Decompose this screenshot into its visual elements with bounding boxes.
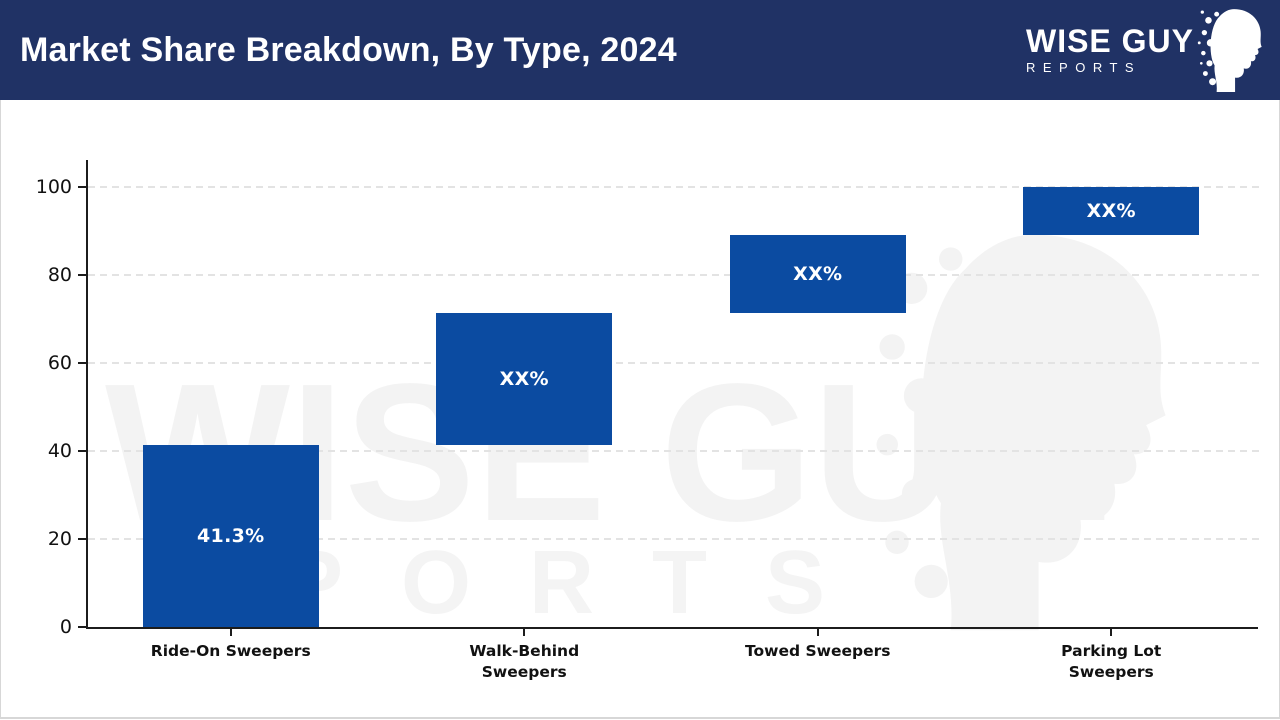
y-tick-mark	[78, 538, 86, 540]
x-tick-mark	[1110, 629, 1113, 636]
x-category-label-line: Sweepers	[481, 663, 567, 681]
x-category-label: Parking Lot Sweepers	[991, 641, 1231, 683]
bar-value-label: 41.3%	[197, 525, 265, 548]
y-tick-mark	[78, 274, 86, 276]
y-tick-mark	[78, 450, 86, 452]
y-tick-label: 60	[47, 352, 72, 374]
gridline	[88, 186, 1262, 188]
watermark-face-icon	[874, 234, 1166, 631]
bar: XX%	[436, 312, 613, 446]
gridline	[88, 538, 1262, 540]
x-tick-mark	[523, 629, 526, 636]
gridline	[88, 274, 1262, 276]
gridline	[88, 362, 1262, 364]
y-tick-label: 20	[47, 528, 72, 550]
y-tick-label: 0	[59, 616, 72, 638]
bar: 41.3%	[142, 445, 319, 627]
logo-face-icon	[1197, 9, 1262, 92]
x-category-label: Walk-Behind Sweepers	[404, 641, 644, 683]
x-tick-mark	[816, 629, 819, 636]
gridline	[88, 450, 1262, 452]
x-category-label-line: Parking Lot	[1061, 642, 1162, 660]
header-bar: Market Share Breakdown, By Type, 2024 WI…	[0, 0, 1280, 100]
y-axis	[86, 160, 88, 629]
bar: XX%	[729, 235, 906, 313]
bar: XX%	[1023, 187, 1200, 236]
x-category-label-line: Ride-On Sweepers	[150, 642, 311, 660]
y-tick-mark	[78, 626, 86, 628]
x-category-label-line: Sweepers	[1068, 663, 1154, 681]
y-tick-mark	[78, 186, 86, 188]
logo-line1: WISE GUY	[1025, 23, 1194, 59]
watermark-text-secondary: PORTS	[283, 533, 884, 633]
logo-wordmark: WISE GUY REPORTS	[1026, 25, 1194, 75]
x-category-label-line: Walk-Behind	[469, 642, 580, 660]
y-tick-mark	[78, 362, 86, 364]
y-tick-label: 40	[47, 440, 72, 462]
x-tick-mark	[229, 629, 232, 636]
x-category-label: Ride-On Sweepers	[111, 641, 351, 662]
bar-value-label: XX%	[499, 368, 549, 391]
x-category-label-line: Towed Sweepers	[745, 642, 891, 660]
y-tick-label: 100	[35, 176, 72, 198]
bar-value-label: XX%	[1086, 200, 1136, 223]
bar-value-label: XX%	[793, 263, 843, 286]
wiseguy-logo: WISE GUY REPORTS	[1026, 0, 1268, 100]
page-title: Market Share Breakdown, By Type, 2024	[20, 30, 677, 69]
logo-line2: REPORTS	[1025, 60, 1142, 75]
y-tick-label: 80	[47, 264, 72, 286]
x-axis	[86, 627, 1258, 629]
x-category-label: Towed Sweepers	[698, 641, 938, 662]
